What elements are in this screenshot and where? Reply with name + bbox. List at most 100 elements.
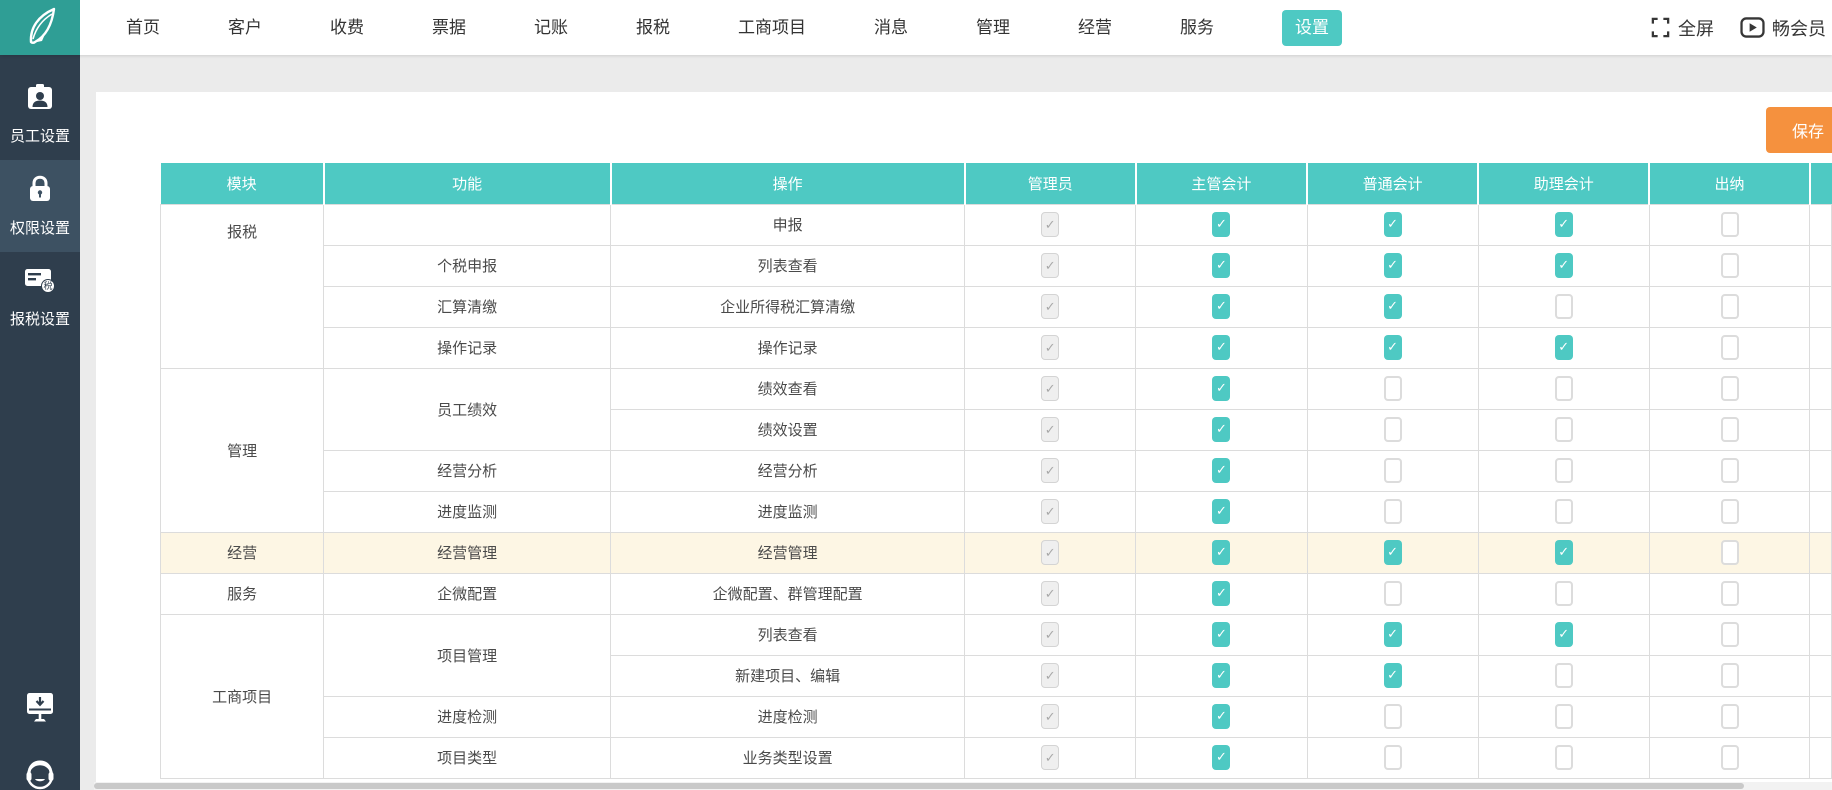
permission-checkbox-on[interactable] xyxy=(1554,540,1573,565)
permission-checkbox-on[interactable] xyxy=(1554,212,1573,237)
operation-cell: 绩效查看 xyxy=(610,367,966,410)
permission-cell xyxy=(1306,367,1479,410)
sidebar-item-权限设置[interactable]: 权限设置 xyxy=(0,160,80,252)
nav-item-经营[interactable]: 经营 xyxy=(1078,18,1112,37)
permission-checkbox-on[interactable] xyxy=(1212,294,1231,319)
permission-checkbox-off[interactable] xyxy=(1720,704,1739,729)
permission-checkbox-off[interactable] xyxy=(1720,417,1739,442)
permission-checkbox-on[interactable] xyxy=(1383,294,1402,319)
nav-item-收费[interactable]: 收费 xyxy=(330,18,364,37)
nav-item-设置[interactable]: 设置 xyxy=(1282,9,1342,46)
member-label: 畅会员 xyxy=(1772,18,1826,39)
permission-checkbox-on[interactable] xyxy=(1212,663,1231,688)
permission-checkbox-off[interactable] xyxy=(1554,417,1573,442)
permission-checkbox-off[interactable] xyxy=(1554,458,1573,483)
sidebar-item-报税设置[interactable]: 税报税设置 xyxy=(0,252,80,344)
table-row: 进度检测 进度检测 xyxy=(161,695,1832,738)
permission-checkbox-on[interactable] xyxy=(1212,376,1231,401)
permission-checkbox-on[interactable] xyxy=(1554,253,1573,278)
permission-cell xyxy=(1135,572,1308,615)
nav-item-消息[interactable]: 消息 xyxy=(874,18,908,37)
scrollbar-thumb[interactable] xyxy=(94,783,1744,789)
permission-checkbox-on[interactable] xyxy=(1212,499,1231,524)
table-row: 经营 经营管理 经营管理 xyxy=(159,531,1832,574)
permission-checkbox-off[interactable] xyxy=(1554,581,1573,606)
permission-checkbox-off[interactable] xyxy=(1720,540,1739,565)
permission-checkbox-off[interactable] xyxy=(1383,376,1402,401)
permission-checkbox-off[interactable] xyxy=(1720,745,1739,770)
main-nav: 首页 客户 收费 票据 记账 报税 工商项目 消息 管理 经营 服务 设置 xyxy=(126,0,1342,55)
nav-item-服务[interactable]: 服务 xyxy=(1180,18,1214,37)
permission-checkbox-on[interactable] xyxy=(1212,622,1231,647)
permission-checkbox-off[interactable] xyxy=(1554,294,1573,319)
fullscreen-button[interactable]: 全屏 xyxy=(1650,15,1714,41)
permission-checkbox-on[interactable] xyxy=(1383,335,1402,360)
operation-cell: 业务类型设置 xyxy=(610,736,966,779)
permission-checkbox-off[interactable] xyxy=(1720,581,1739,606)
permission-checkbox-off[interactable] xyxy=(1720,458,1739,483)
permission-checkbox-off[interactable] xyxy=(1554,663,1573,688)
operation-cell: 进度监测 xyxy=(610,490,966,533)
permission-checkbox-on[interactable] xyxy=(1383,622,1402,647)
member-button[interactable]: 畅会员 xyxy=(1740,15,1826,41)
permission-checkbox-off[interactable] xyxy=(1554,745,1573,770)
download-monitor-icon[interactable] xyxy=(22,690,58,729)
table-row: 汇算清缴 企业所得税汇算清缴 xyxy=(161,285,1832,328)
permission-checkbox-on[interactable] xyxy=(1212,581,1231,606)
permission-checkbox-on[interactable] xyxy=(1212,704,1231,729)
permission-checkbox-on[interactable] xyxy=(1212,335,1231,360)
app-logo[interactable] xyxy=(0,0,80,55)
horizontal-scrollbar[interactable] xyxy=(94,782,1832,790)
permission-checkbox-off[interactable] xyxy=(1720,376,1739,401)
permission-checkbox-off[interactable] xyxy=(1383,499,1402,524)
permission-checkbox-on[interactable] xyxy=(1383,212,1402,237)
permission-checkbox-off[interactable] xyxy=(1383,417,1402,442)
permission-cell xyxy=(964,367,1137,410)
nav-item-报税[interactable]: 报税 xyxy=(636,18,670,37)
nav-item-首页[interactable]: 首页 xyxy=(126,18,160,37)
permission-checkbox-off[interactable] xyxy=(1383,458,1402,483)
permission-checkbox-off[interactable] xyxy=(1383,745,1402,770)
permission-checkbox-off[interactable] xyxy=(1720,622,1739,647)
nav-item-工商项目[interactable]: 工商项目 xyxy=(738,18,806,37)
permission-checkbox-off[interactable] xyxy=(1554,704,1573,729)
save-button[interactable]: 保存 xyxy=(1765,107,1832,153)
permission-checkbox-off[interactable] xyxy=(1383,581,1402,606)
permission-checkbox-off[interactable] xyxy=(1720,499,1739,524)
permission-checkbox-on[interactable] xyxy=(1554,335,1573,360)
permission-checkbox-on[interactable] xyxy=(1383,253,1402,278)
permission-checkbox-off[interactable] xyxy=(1720,335,1739,360)
permission-checkbox-on[interactable] xyxy=(1383,540,1402,565)
function-cell: 员工绩效 xyxy=(323,367,612,451)
permission-checkbox-on[interactable] xyxy=(1554,622,1573,647)
lock-icon xyxy=(27,175,53,207)
permission-checkbox-off[interactable] xyxy=(1720,663,1739,688)
permission-checkbox-off[interactable] xyxy=(1383,704,1402,729)
permission-cell xyxy=(1306,326,1479,369)
permission-checkbox-off[interactable] xyxy=(1720,294,1739,319)
permission-checkbox-on[interactable] xyxy=(1212,417,1231,442)
permission-checkbox-on[interactable] xyxy=(1212,458,1231,483)
permission-checkbox-off[interactable] xyxy=(1554,499,1573,524)
permission-cell xyxy=(1648,695,1811,738)
permission-checkbox-on[interactable] xyxy=(1212,212,1231,237)
table-row: 服务 企微配置 企微配置、群管理配置 xyxy=(159,572,1832,615)
permission-checkbox-on[interactable] xyxy=(1212,745,1231,770)
nav-item-客户[interactable]: 客户 xyxy=(228,18,262,37)
nav-item-记账[interactable]: 记账 xyxy=(534,18,568,37)
module-cell: 服务 xyxy=(159,572,325,615)
permission-checkbox-off[interactable] xyxy=(1720,212,1739,237)
sidebar-item-员工设置[interactable]: 员工设置 xyxy=(0,68,80,160)
permission-cell xyxy=(1306,449,1479,492)
table-row: 绩效设置 xyxy=(161,408,1832,451)
headset-support-icon[interactable] xyxy=(22,757,58,790)
permission-checkbox-on[interactable] xyxy=(1212,540,1231,565)
permission-checkbox-off[interactable] xyxy=(1720,253,1739,278)
permission-cell xyxy=(1135,490,1308,533)
permission-checkbox-off[interactable] xyxy=(1554,376,1573,401)
svg-text:税: 税 xyxy=(43,280,52,291)
permission-checkbox-on[interactable] xyxy=(1383,663,1402,688)
permission-checkbox-on[interactable] xyxy=(1212,253,1231,278)
nav-item-票据[interactable]: 票据 xyxy=(432,18,466,37)
nav-item-管理[interactable]: 管理 xyxy=(976,18,1010,37)
